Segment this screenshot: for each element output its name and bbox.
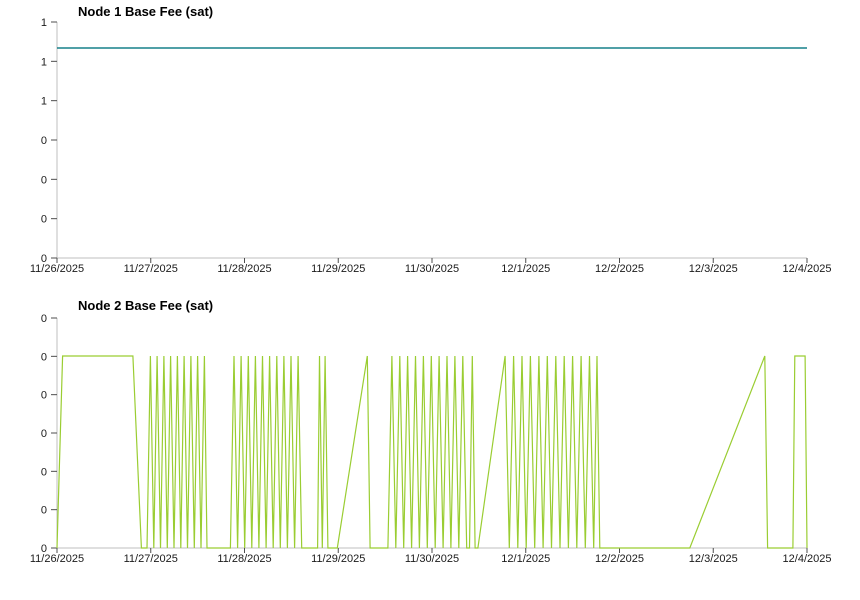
y-tick-label: 0 (41, 505, 47, 517)
x-tick-label: 11/30/2025 (405, 553, 459, 565)
y-tick-label: 0 (41, 253, 47, 265)
x-tick-label: 12/4/2025 (783, 263, 832, 275)
x-tick-label: 11/29/2025 (311, 553, 365, 565)
node2-chart-title: Node 2 Base Fee (sat) (78, 298, 214, 313)
y-tick-label: 0 (41, 543, 47, 555)
y-tick-label: 0 (41, 351, 47, 363)
x-tick-label: 12/2/2025 (595, 263, 644, 275)
y-tick-label: 1 (41, 56, 47, 68)
x-tick-label: 11/26/2025 (30, 263, 84, 275)
y-tick-label: 0 (41, 390, 47, 402)
node1-chart-title: Node 1 Base Fee (sat) (78, 4, 214, 19)
x-tick-label: 11/29/2025 (311, 263, 365, 275)
x-tick-label: 12/2/2025 (595, 553, 644, 565)
y-tick-label: 1 (41, 17, 47, 29)
y-tick-label: 0 (41, 466, 47, 478)
series-line-node2-base-fee (56, 355, 808, 549)
x-tick-label: 11/28/2025 (217, 263, 271, 275)
y-tick-label: 0 (41, 313, 47, 325)
x-tick-label: 11/30/2025 (405, 263, 459, 275)
y-tick-label: 0 (41, 135, 47, 147)
y-tick-label: 0 (41, 428, 47, 440)
x-tick-label: 12/3/2025 (689, 263, 738, 275)
x-tick-label: 12/1/2025 (501, 553, 550, 565)
x-tick-label: 11/28/2025 (217, 553, 271, 565)
y-tick-label: 1 (41, 96, 47, 108)
x-tick-label: 12/3/2025 (689, 553, 738, 565)
x-tick-label: 11/27/2025 (124, 553, 178, 565)
y-tick-label: 0 (41, 174, 47, 186)
node1-chart: Node 1 Base Fee (sat) 1 1 1 0 0 0 0 11/26/2025 1… (0, 0, 860, 290)
x-tick-label: 12/4/2025 (783, 553, 832, 565)
x-tick-label: 11/26/2025 (30, 553, 84, 565)
x-tick-label: 12/1/2025 (501, 263, 550, 275)
node2-chart: Node 2 Base Fee (sat) 0 0 0 0 0 0 0 11/26/2025 1… (0, 290, 860, 580)
x-tick-label: 11/27/2025 (124, 263, 178, 275)
y-tick-label: 0 (41, 214, 47, 226)
